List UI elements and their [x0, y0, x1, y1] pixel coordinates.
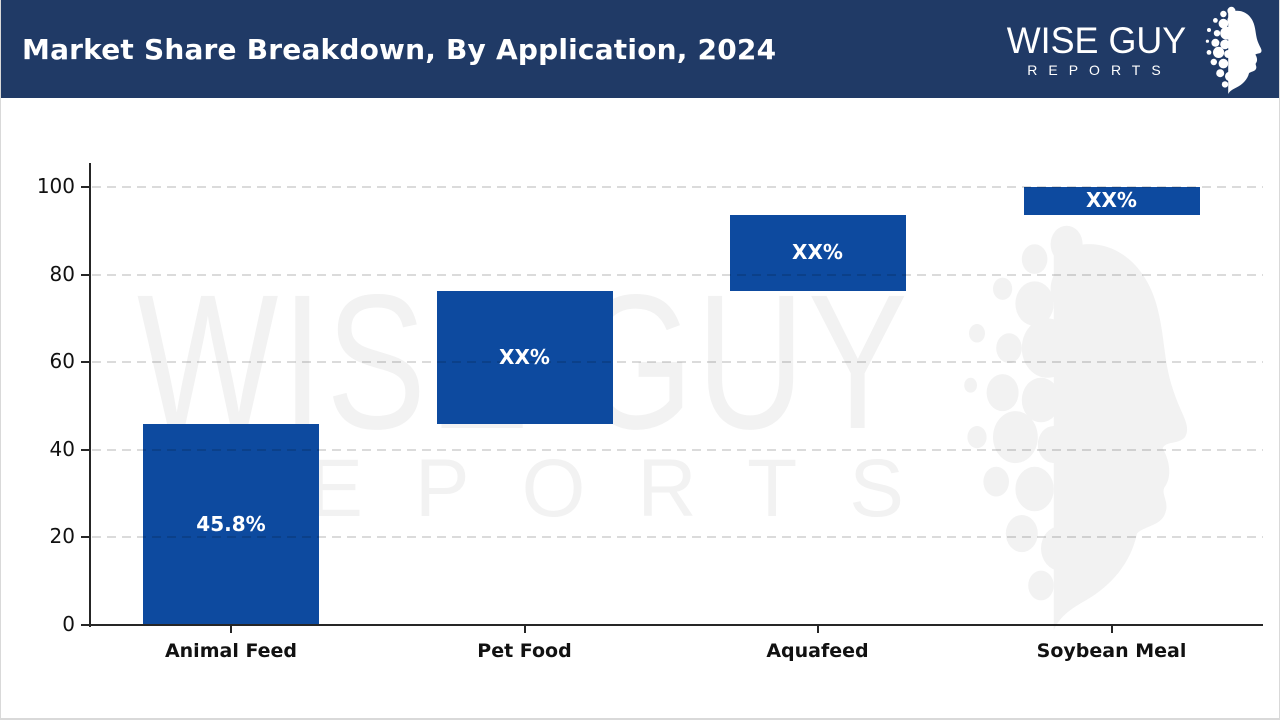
brand-logo-text: WISE GUY REPORTS: [1004, 20, 1189, 79]
waterfall-bar-4: [1023, 187, 1200, 215]
y-tick-mark: [81, 448, 90, 451]
gridline-80: [92, 273, 1263, 276]
page-title: Market Share Breakdown, By Application, …: [22, 32, 777, 66]
x-tick-mark: [523, 626, 526, 633]
x-tick-mark: [230, 626, 232, 633]
bar-value-label: XX%: [499, 344, 550, 369]
y-tick-label-40: 40: [49, 436, 75, 461]
gridline-100: [92, 186, 1263, 188]
gridline-40: [92, 448, 1263, 451]
y-tick-label-100: 100: [36, 174, 75, 198]
watermark-head-icon: [964, 225, 1188, 630]
bar-value-label: XX%: [1086, 187, 1137, 212]
bar-value-label: 45.8%: [196, 511, 266, 536]
y-tick-label-0: 0: [62, 612, 75, 636]
y-tick-mark: [81, 536, 90, 539]
y-tick-mark: [81, 273, 90, 276]
y-tick-mark: [81, 361, 90, 364]
y-axis-line: [89, 163, 91, 627]
bar-value-label: XX%: [792, 239, 843, 264]
header-band: Market Share Breakdown, By Application, …: [1, 0, 1279, 98]
x-category-label: Pet Food: [477, 640, 572, 662]
y-tick-mark: [81, 624, 90, 626]
brand-logo: WISE GUY REPORTS: [1004, 4, 1267, 96]
x-category-label: Soybean Meal: [1036, 640, 1187, 662]
waterfall-bar-1: [143, 424, 319, 625]
logo-wordmark: WISE GUY: [1006, 20, 1187, 61]
x-axis-line: [89, 624, 1263, 626]
y-tick-label-80: 80: [49, 261, 75, 286]
logo-subtext: REPORTS: [1027, 62, 1172, 78]
gridline-60: [92, 361, 1263, 364]
x-category-label: Animal Feed: [164, 640, 298, 662]
head-profile-icon: [1205, 6, 1262, 94]
x-category-label: Aquafeed: [766, 640, 869, 662]
x-tick-mark: [1110, 626, 1113, 633]
waterfall-bar-3: [729, 214, 906, 291]
y-tick-mark: [81, 186, 90, 188]
y-tick-label-20: 20: [49, 524, 75, 549]
y-tick-label-60: 60: [49, 349, 75, 374]
waterfall-bar-2: [436, 290, 613, 425]
gridline-20: [92, 536, 1263, 539]
x-tick-mark: [816, 626, 819, 633]
